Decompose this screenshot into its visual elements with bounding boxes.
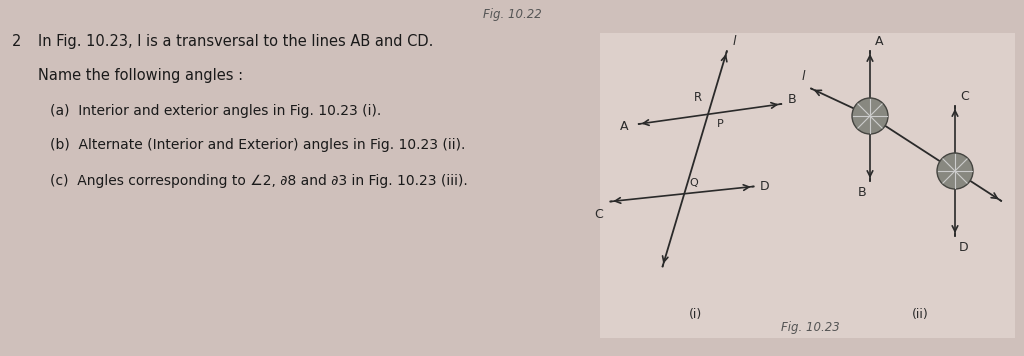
Text: l: l [733, 35, 736, 48]
Text: l: l [802, 69, 805, 83]
Text: A: A [874, 35, 884, 48]
Text: Q: Q [689, 178, 697, 188]
Text: Fig. 10.22: Fig. 10.22 [482, 8, 542, 21]
Text: (i): (i) [688, 308, 701, 321]
Text: B: B [857, 186, 866, 199]
Text: D: D [959, 241, 969, 254]
Bar [600, 33, 1015, 338]
Circle shape [852, 98, 888, 134]
Text: (c)  Angles corresponding to ∠2, ∂8 and ∂3 in Fig. 10.23 (iii).: (c) Angles corresponding to ∠2, ∂8 and ∂… [50, 174, 468, 188]
Text: (b)  Alternate (Interior and Exterior) angles in Fig. 10.23 (ii).: (b) Alternate (Interior and Exterior) an… [50, 138, 465, 152]
Text: B: B [787, 94, 796, 106]
Text: A: A [621, 120, 629, 132]
Text: In Fig. 10.23, l is a transversal to the lines AB and CD.: In Fig. 10.23, l is a transversal to the… [38, 34, 433, 49]
Text: 2: 2 [12, 34, 22, 49]
Text: (ii): (ii) [911, 308, 929, 321]
Text: C: C [961, 90, 969, 103]
Text: Name the following angles :: Name the following angles : [38, 68, 243, 83]
Text: Fig. 10.23: Fig. 10.23 [780, 321, 840, 334]
Text: (a)  Interior and exterior angles in Fig. 10.23 (i).: (a) Interior and exterior angles in Fig.… [50, 104, 381, 118]
Text: R: R [694, 91, 702, 104]
Text: P: P [717, 119, 724, 129]
Text: D: D [760, 180, 769, 193]
Text: C: C [595, 208, 603, 220]
Circle shape [937, 153, 973, 189]
